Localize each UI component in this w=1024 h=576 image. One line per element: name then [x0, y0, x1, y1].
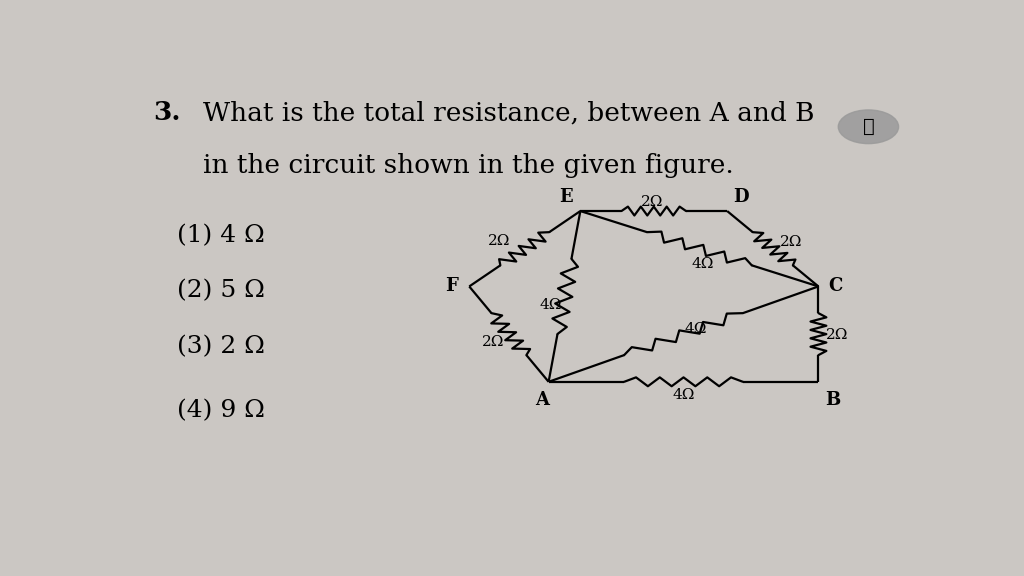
Text: (2) 5 Ω: (2) 5 Ω [177, 279, 265, 302]
Text: (1) 4 Ω: (1) 4 Ω [177, 224, 265, 247]
Text: (3) 2 Ω: (3) 2 Ω [177, 335, 265, 358]
Text: What is the total resistance, between A and B: What is the total resistance, between A … [204, 100, 815, 125]
Text: (4) 9 Ω: (4) 9 Ω [177, 399, 265, 422]
Text: 2Ω: 2Ω [641, 195, 663, 209]
Text: 4Ω: 4Ω [540, 298, 562, 312]
Text: E: E [559, 188, 572, 206]
Text: 🔓: 🔓 [862, 118, 874, 137]
Text: in the circuit shown in the given figure.: in the circuit shown in the given figure… [204, 153, 734, 179]
Text: 3.: 3. [154, 100, 181, 125]
Text: 2Ω: 2Ω [825, 328, 848, 342]
Text: A: A [536, 391, 549, 408]
Text: 4Ω: 4Ω [691, 257, 714, 271]
Text: 2Ω: 2Ω [779, 235, 802, 249]
Text: 4Ω: 4Ω [684, 321, 707, 336]
Text: 2Ω: 2Ω [482, 335, 504, 349]
Text: D: D [733, 188, 750, 206]
Text: 4Ω: 4Ω [673, 388, 694, 402]
Text: B: B [825, 391, 841, 408]
Text: 2Ω: 2Ω [488, 234, 511, 248]
Text: C: C [828, 278, 843, 295]
Circle shape [839, 110, 899, 143]
Text: F: F [445, 278, 458, 295]
